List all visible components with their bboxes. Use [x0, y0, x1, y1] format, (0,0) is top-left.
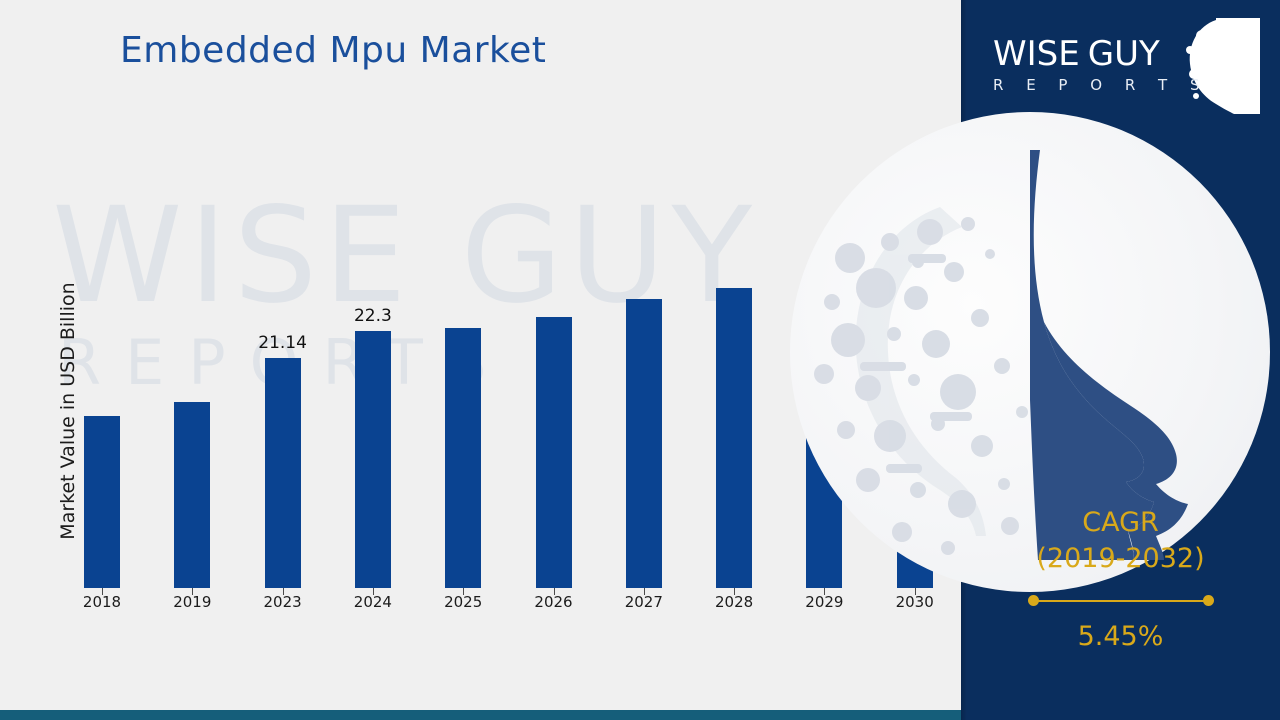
cagr-title: CAGR: [1082, 507, 1159, 538]
x-tick-2025: [463, 588, 465, 595]
logo-word-guy: GUY: [1087, 34, 1160, 74]
bar-2023: [264, 358, 301, 588]
bar-value-2023: 21.14: [258, 333, 307, 353]
bar-2024: [354, 331, 391, 588]
x-tick-label-2029: 2029: [805, 593, 844, 611]
logo-subtitle: R E P O R T S: [993, 76, 1209, 94]
bar-2027: [625, 299, 662, 588]
logo-wordmark: WISE GUY: [993, 36, 1203, 72]
x-tick-label-2027: 2027: [624, 593, 663, 611]
x-tick-label-2018: 2018: [82, 593, 122, 611]
x-tick-2026: [553, 588, 555, 595]
x-tick-label-2023: 2023: [263, 593, 302, 611]
logo-head-icon: [1186, 18, 1260, 114]
x-tick-label-2026: 2026: [534, 593, 573, 611]
wiseguy-reports-logo: WISE GUY R E P O R T S: [993, 36, 1203, 94]
logo-word-wise: WISE: [993, 34, 1080, 74]
x-tick-2029: [824, 588, 826, 595]
bar-2026: [535, 317, 572, 588]
x-tick-2023: [282, 588, 284, 595]
cagr-divider-line: [1033, 600, 1208, 602]
bar-2018: [84, 416, 120, 588]
x-tick-label-2030: 2030: [895, 593, 934, 611]
x-tick-2030: [914, 588, 916, 595]
cagr-block: CAGR (2019-2032) 5.45%: [961, 505, 1280, 652]
x-tick-label-2028: 2028: [715, 593, 754, 611]
bar-2025: [445, 328, 482, 588]
x-tick-label-2024: 2024: [353, 593, 392, 611]
x-tick-label-2019: 2019: [173, 593, 212, 611]
x-tick-2027: [643, 588, 645, 595]
x-tick-2019: [192, 588, 194, 595]
dotted-head-icon: [814, 207, 1028, 555]
head-profile-silhouette-icon: [1030, 150, 1188, 560]
x-tick-2028: [734, 588, 736, 595]
bottom-accent-strip: [0, 710, 961, 720]
page-title: Embedded Mpu Market: [120, 30, 547, 71]
cagr-value: 5.45%: [1077, 621, 1164, 652]
bar-2028: [716, 288, 753, 588]
cagr-divider-dot-right: [1202, 595, 1214, 606]
cagr-range: (2019-2032): [1036, 543, 1205, 574]
bar-2019: [174, 402, 211, 588]
cagr-divider-dot-left: [1027, 595, 1039, 606]
x-tick-2024: [372, 588, 374, 595]
cagr-divider: [1027, 595, 1214, 607]
x-tick-2018: [102, 588, 103, 595]
x-tick-label-2025: 2025: [444, 593, 483, 611]
bar-value-2024: 22.3: [353, 306, 392, 326]
